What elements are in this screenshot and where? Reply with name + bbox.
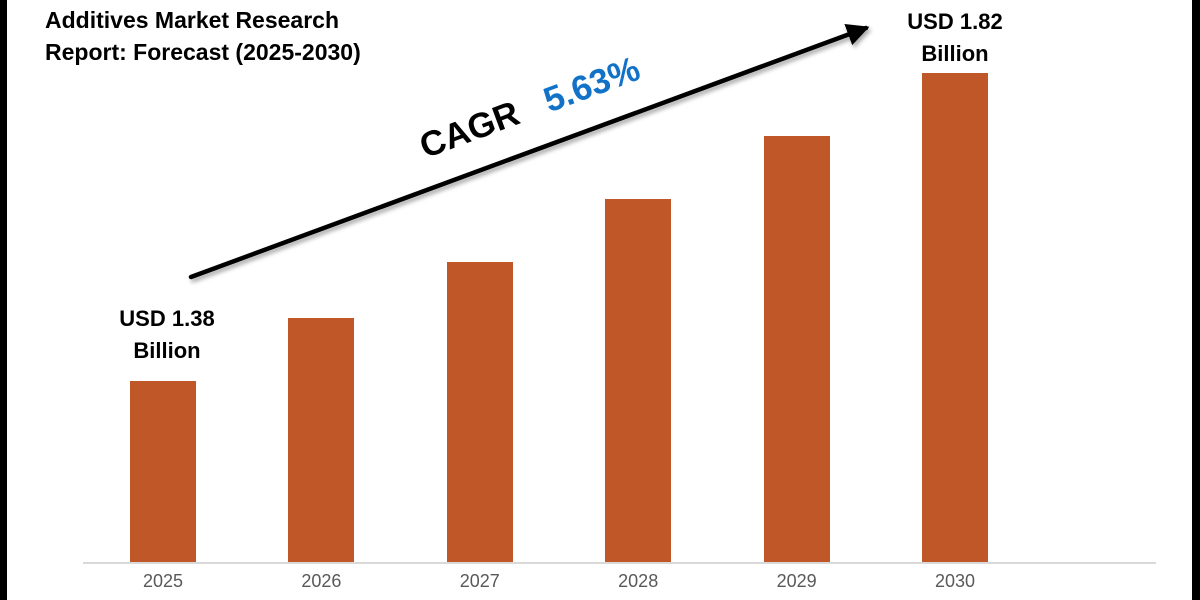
cagr-prefix: CAGR	[414, 93, 525, 166]
data-label-2025-line1: USD 1.38	[119, 306, 215, 331]
data-label-2025: USD 1.38 Billion	[72, 303, 262, 367]
cagr-value: 5.63%	[538, 49, 646, 121]
right-edge-bar	[1192, 0, 1200, 600]
bar-2029	[763, 136, 830, 563]
left-edge-bar	[0, 0, 7, 600]
bar-2026	[288, 318, 355, 563]
cagr-annotation: CAGR 5.63%	[378, 35, 683, 180]
bar-2027	[446, 262, 513, 563]
bar-2025	[130, 381, 196, 563]
data-label-2030-line2: Billion	[921, 40, 989, 66]
data-label-2030: USD 1.82 Billion	[860, 6, 1050, 70]
x-tick-2028: 2028	[618, 571, 659, 591]
x-tick-2026: 2026	[301, 571, 342, 591]
data-label-2025-line2: Billion	[133, 337, 201, 363]
data-label-2030-line1: USD 1.82	[907, 9, 1003, 34]
x-tick-2025: 2025	[142, 571, 184, 591]
x-tick-2030: 2030	[934, 571, 976, 591]
chart-title-line2: Report: Forecast (2025-2030)	[45, 38, 361, 65]
bar-2028	[605, 199, 672, 563]
x-tick-2029: 2029	[776, 571, 817, 591]
bar-2030	[922, 73, 988, 563]
x-axis-line	[83, 562, 1156, 564]
x-tick-2027: 2027	[459, 571, 500, 591]
chart-title: Additives Market Research Report: Foreca…	[45, 5, 361, 68]
chart-title-line1: Additives Market Research	[45, 7, 340, 33]
